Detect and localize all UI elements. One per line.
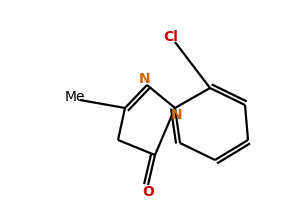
Text: Cl: Cl [163, 30, 178, 44]
Text: N: N [171, 108, 183, 122]
Text: N: N [139, 72, 151, 86]
Text: O: O [142, 185, 154, 199]
Text: Me: Me [65, 90, 85, 104]
